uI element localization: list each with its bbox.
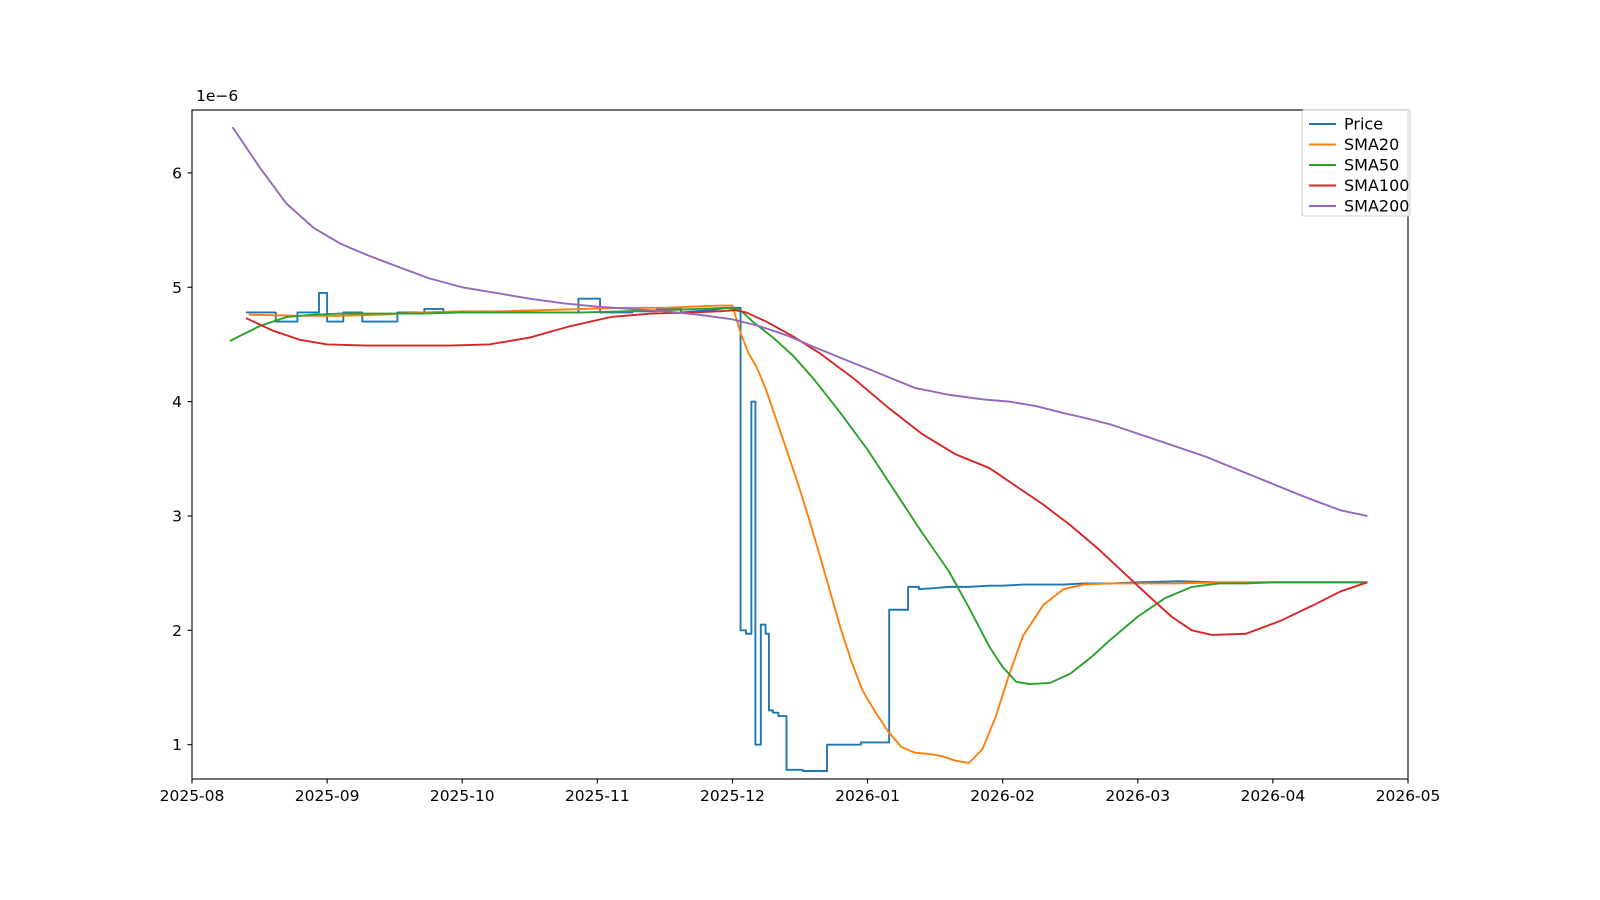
y-tick-label: 2 [172, 622, 182, 640]
y-tick-label: 1 [172, 736, 182, 754]
legend-item-sma200[interactable]: SMA200 [1309, 197, 1409, 216]
x-tick-label: 2026-02 [970, 787, 1035, 805]
axes-frame [191, 109, 1409, 780]
legend-item-price[interactable]: Price [1309, 115, 1383, 134]
legend-item-sma100[interactable]: SMA100 [1309, 176, 1409, 195]
legend-label-sma20: SMA20 [1344, 135, 1399, 154]
legend-label-sma200: SMA200 [1344, 197, 1409, 216]
x-tick-label: 2025-11 [565, 787, 630, 805]
legend-label-sma100: SMA100 [1344, 176, 1409, 195]
legend-item-sma50[interactable]: SMA50 [1309, 156, 1399, 175]
x-tick-label: 2026-04 [1241, 787, 1306, 805]
x-tick-label: 2026-01 [835, 787, 900, 805]
series-layer [229, 126, 1368, 772]
legend-item-sma20[interactable]: SMA20 [1309, 135, 1399, 154]
y-tick-label: 5 [172, 279, 182, 297]
x-tick-label: 2026-05 [1376, 787, 1441, 805]
series-line-sma200 [231, 126, 1368, 517]
series-line-price [246, 292, 1368, 772]
series-line-sma50 [229, 306, 1368, 686]
series-line-sma100 [245, 309, 1368, 636]
series-line-sma20 [248, 304, 1368, 764]
x-tick-label: 2025-09 [295, 787, 360, 805]
axis-ticks: 1 2 3 4 5 6 2025-08 2025-09 2025-10 2025-11 2025-1… [160, 164, 1441, 805]
legend-box [1301, 109, 1411, 217]
y-tick-label: 4 [172, 393, 182, 411]
y-axis-offset-label: 1e−6 [196, 87, 238, 105]
x-tick-label: 2025-12 [700, 787, 765, 805]
legend-label-sma50: SMA50 [1344, 156, 1399, 175]
axes-spines [191, 109, 1409, 780]
x-tick-label: 2025-08 [160, 787, 225, 805]
y-tick-label: 6 [172, 164, 182, 182]
y-tick-label: 3 [172, 507, 182, 525]
x-tick-label: 2026-03 [1105, 787, 1170, 805]
x-tick-label: 2025-10 [430, 787, 495, 805]
legend-label-price: Price [1344, 115, 1383, 134]
